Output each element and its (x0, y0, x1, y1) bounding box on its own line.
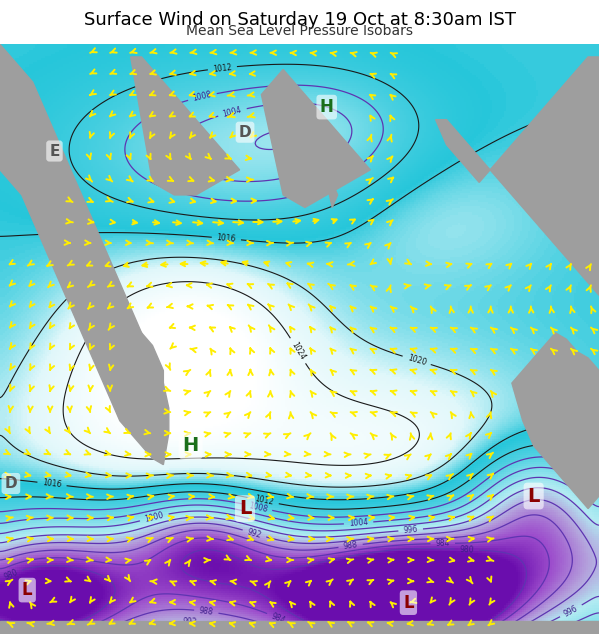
Text: 980: 980 (2, 567, 19, 582)
Text: 1000: 1000 (549, 622, 569, 634)
Text: 1008: 1008 (247, 501, 268, 514)
Text: 1000: 1000 (144, 510, 165, 524)
Text: 980: 980 (459, 545, 474, 554)
Text: D: D (5, 476, 17, 491)
Text: 1012: 1012 (254, 495, 275, 507)
Text: 996: 996 (562, 604, 579, 618)
Text: Mean Sea Level Pressure Isobars: Mean Sea Level Pressure Isobars (186, 23, 413, 38)
Text: 992: 992 (246, 527, 262, 540)
Polygon shape (326, 183, 338, 207)
Polygon shape (435, 57, 599, 295)
Text: 992: 992 (183, 617, 198, 627)
Text: 988: 988 (343, 541, 358, 551)
Text: 1004: 1004 (349, 518, 368, 528)
Text: L: L (239, 499, 251, 518)
Text: 1004: 1004 (222, 105, 243, 119)
Text: E: E (49, 143, 60, 158)
Text: D: D (239, 125, 252, 139)
Text: 1008: 1008 (192, 90, 213, 103)
Text: 1016: 1016 (216, 233, 237, 244)
Polygon shape (0, 44, 169, 465)
Polygon shape (131, 320, 164, 408)
Text: 1020: 1020 (406, 353, 427, 367)
Text: H: H (320, 98, 334, 116)
Text: L: L (22, 581, 32, 599)
Text: L: L (403, 593, 414, 612)
Text: Surface Wind on Saturday 19 Oct at 8:30am IST: Surface Wind on Saturday 19 Oct at 8:30a… (83, 11, 516, 29)
Text: 1012: 1012 (213, 63, 232, 74)
Text: 996: 996 (403, 525, 418, 535)
Polygon shape (131, 57, 240, 195)
Polygon shape (512, 333, 599, 508)
Text: 984: 984 (270, 611, 287, 625)
Text: 988: 988 (199, 606, 214, 617)
Text: 1000: 1000 (278, 138, 299, 154)
Text: 984: 984 (435, 539, 450, 548)
Text: H: H (183, 436, 199, 455)
Text: 1016: 1016 (42, 478, 62, 489)
Polygon shape (261, 70, 370, 207)
Text: 1024: 1024 (289, 340, 307, 361)
Polygon shape (0, 621, 599, 634)
Text: L: L (528, 486, 540, 505)
